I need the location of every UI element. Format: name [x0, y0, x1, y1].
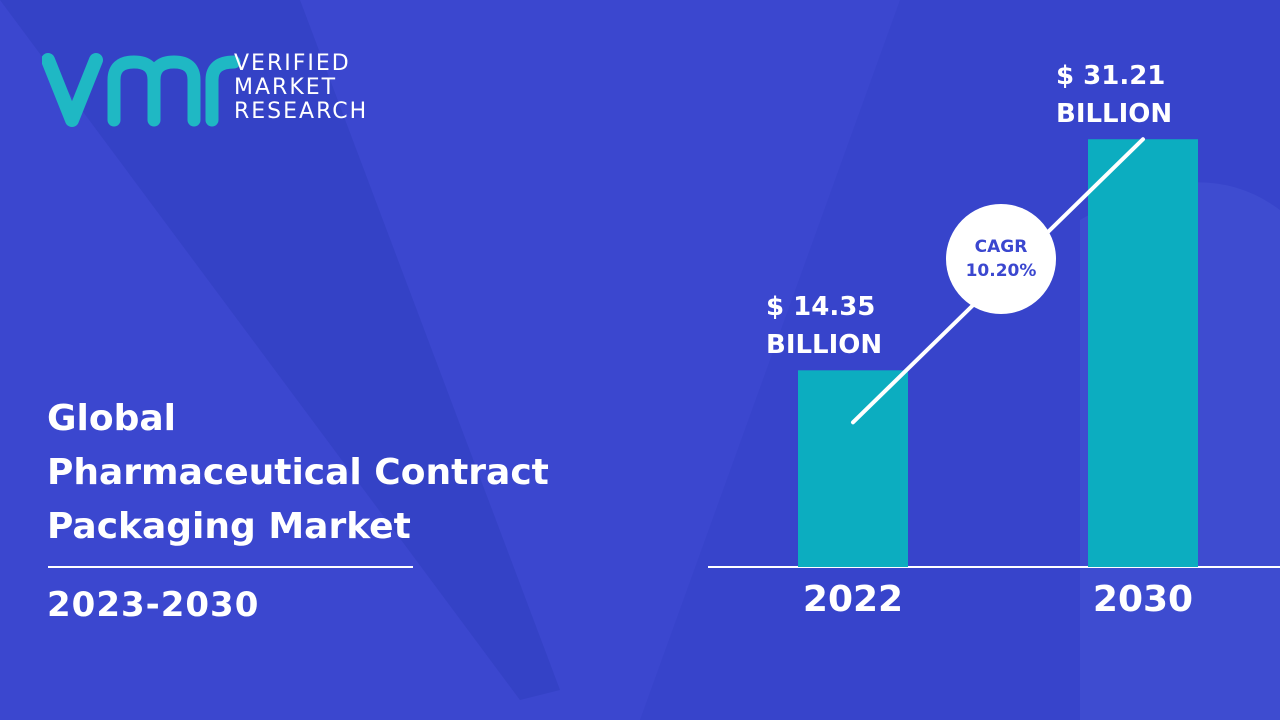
- logo-line-1: VERIFIED: [234, 51, 351, 76]
- bar-value-label-2022: $ 14.35 BILLION: [766, 288, 882, 364]
- forecast-period: 2023-2030: [47, 585, 260, 625]
- title-divider: [48, 566, 413, 568]
- bar-value-label-2030: $ 31.21 BILLION: [1056, 57, 1172, 133]
- x-tick-label: 2022: [802, 579, 904, 620]
- bar-value-unit: BILLION: [766, 330, 883, 361]
- vmr-logo: [42, 53, 241, 127]
- x-tick-label: 2030: [1092, 579, 1194, 620]
- bar-value-unit: BILLION: [1056, 99, 1173, 130]
- logo-line-2: MARKET: [234, 75, 338, 100]
- cagr-badge: CAGR 10.20%: [946, 204, 1056, 314]
- bar-value-amount: $ 14.35: [766, 292, 876, 323]
- cagr-value: 10.20%: [965, 261, 1037, 281]
- bar-2022: [798, 370, 908, 567]
- page-title: Global Pharmaceutical Contract Packaging…: [47, 392, 549, 554]
- title-line-3: Packaging Market: [47, 506, 411, 547]
- bar-value-amount: $ 31.21: [1056, 61, 1166, 92]
- title-line-1: Global: [47, 398, 177, 439]
- logo-line-3: RESEARCH: [234, 99, 369, 124]
- cagr-label: CAGR: [974, 237, 1028, 257]
- title-line-2: Pharmaceutical Contract: [47, 452, 549, 493]
- logo-wordmark: VERIFIED MARKET RESEARCH: [234, 52, 368, 124]
- bar-2030: [1088, 139, 1198, 567]
